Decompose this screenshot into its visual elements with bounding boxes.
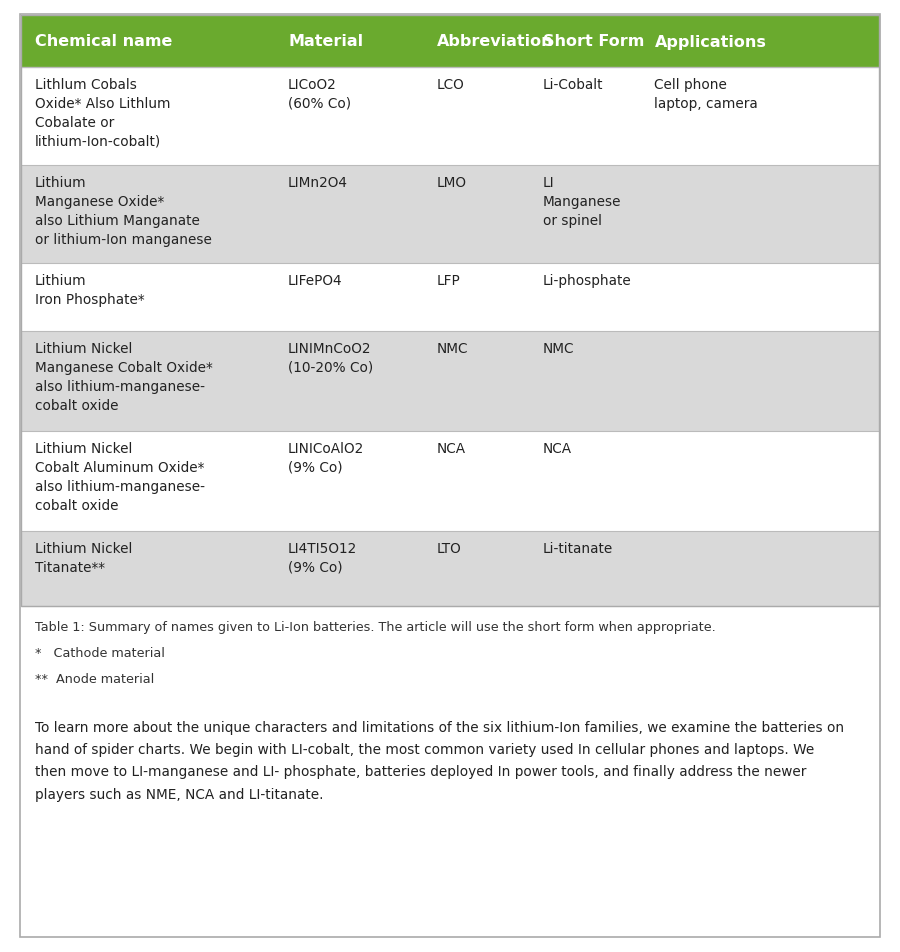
Text: NCA: NCA [543,442,572,455]
Bar [21,166,879,264]
Text: NCA: NCA [436,442,465,455]
Text: LCO: LCO [436,78,464,92]
Text: Li-phosphate: Li-phosphate [543,274,632,288]
Text: LI
Manganese
or spinel: LI Manganese or spinel [543,176,621,228]
Text: NMC: NMC [436,342,468,356]
Bar [21,431,879,531]
Text: LINIMnCoO2
(10-20% Co): LINIMnCoO2 (10-20% Co) [288,342,374,374]
Text: Lithium Nickel
Cobalt Aluminum Oxide*
also lithium-manganese-
cobalt oxide: Lithium Nickel Cobalt Aluminum Oxide* al… [35,442,205,512]
Text: Applications: Applications [654,34,767,50]
Text: LTO: LTO [436,542,462,555]
Text: Table 1: Summary of names given to Li-Ion batteries. The article will use the sh: Table 1: Summary of names given to Li-Io… [35,621,716,633]
Text: NMC: NMC [543,342,574,356]
Bar [21,16,879,68]
Bar [21,331,879,431]
Bar [21,264,879,331]
Text: Lithium
Manganese Oxide*
also Lithium Manganate
or lithium-Ion manganese: Lithium Manganese Oxide* also Lithium Ma… [35,176,211,247]
Text: To learn more about the unique characters and limitations of the six lithium-Ion: To learn more about the unique character… [35,721,844,801]
Text: Li-titanate: Li-titanate [543,542,613,555]
Text: Lithium
Iron Phosphate*: Lithium Iron Phosphate* [35,274,145,307]
Text: **  Anode material: ** Anode material [35,672,154,685]
Text: LICoO2
(60% Co): LICoO2 (60% Co) [288,78,351,110]
Text: Short Form: Short Form [543,34,644,50]
Bar [21,68,879,166]
Text: LFP: LFP [436,274,460,288]
Text: Material: Material [288,34,364,50]
Bar [21,531,879,606]
Text: *   Cathode material: * Cathode material [35,646,165,660]
Text: Lithium Nickel
Manganese Cobalt Oxide*
also lithium-manganese-
cobalt oxide: Lithium Nickel Manganese Cobalt Oxide* a… [35,342,212,412]
Text: Abbreviation: Abbreviation [436,34,554,50]
Bar [21,16,879,606]
Text: Lithlum Cobals
Oxide* Also Lithlum
Cobalate or
lithium-Ion-cobalt): Lithlum Cobals Oxide* Also Lithlum Cobal… [35,78,170,149]
Text: Li-Cobalt: Li-Cobalt [543,78,603,92]
Text: Chemical name: Chemical name [35,34,173,50]
Text: LMO: LMO [436,176,466,189]
Text: LINICoAlO2
(9% Co): LINICoAlO2 (9% Co) [288,442,364,474]
Text: LIMn2O4: LIMn2O4 [288,176,348,189]
Text: LIFePO4: LIFePO4 [288,274,343,288]
Text: LI4TI5O12
(9% Co): LI4TI5O12 (9% Co) [288,542,357,574]
Text: Lithium Nickel
Titanate**: Lithium Nickel Titanate** [35,542,132,574]
Text: Cell phone
laptop, camera: Cell phone laptop, camera [654,78,758,110]
